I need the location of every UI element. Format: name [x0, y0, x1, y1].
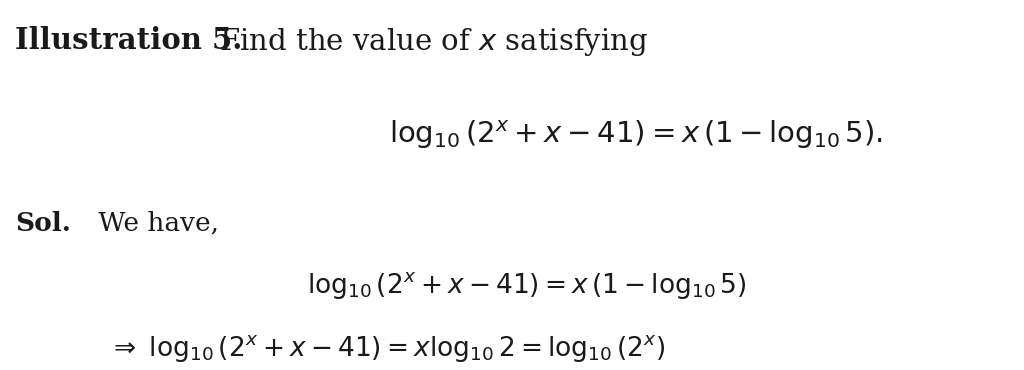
Text: Sol.: Sol. [15, 211, 72, 236]
Text: $\Rightarrow\ \log_{10}(2^x + x - 41) = x\log_{10} 2 = \log_{10}(2^x)$: $\Rightarrow\ \log_{10}(2^x + x - 41) = … [108, 333, 665, 364]
Text: We have,: We have, [90, 211, 219, 236]
Text: $\log_{10}(2^x + x - 41) = x\,(1 - \log_{10} 5).$: $\log_{10}(2^x + x - 41) = x\,(1 - \log_… [389, 118, 883, 151]
Text: Illustration 5.: Illustration 5. [15, 26, 243, 55]
Text: Find the value of $x$ satisfying: Find the value of $x$ satisfying [210, 26, 648, 58]
Text: $\log_{10}(2^x + x - 41) = x\,(1 - \log_{10} 5)$: $\log_{10}(2^x + x - 41) = x\,(1 - \log_… [307, 270, 746, 301]
